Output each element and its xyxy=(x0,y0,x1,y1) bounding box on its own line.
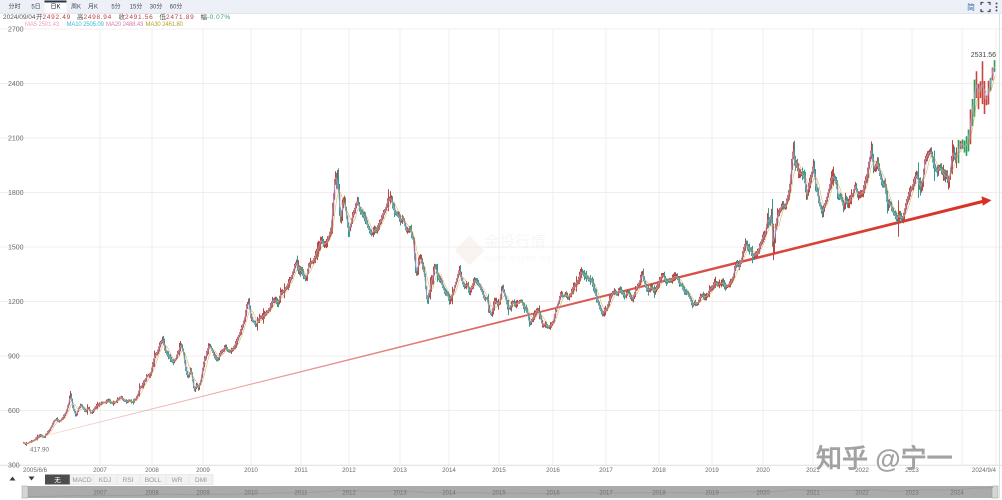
svg-text:1200: 1200 xyxy=(8,299,24,306)
svg-text:2024/09/04: 2024/09/04 xyxy=(3,14,36,21)
svg-text:1800: 1800 xyxy=(8,190,24,197)
svg-text:金投行情: 金投行情 xyxy=(484,233,546,251)
svg-text:MA10 2505.09: MA10 2505.09 xyxy=(67,22,105,28)
svg-text:2009: 2009 xyxy=(196,467,210,474)
svg-text:周K: 周K xyxy=(71,4,81,11)
svg-text:2008: 2008 xyxy=(145,467,159,474)
svg-text:2021: 2021 xyxy=(806,491,820,497)
svg-text:MA30 2461.80: MA30 2461.80 xyxy=(146,22,184,28)
svg-text:KDJ: KDJ xyxy=(99,477,111,484)
svg-text:2015: 2015 xyxy=(492,491,506,497)
svg-text:417.90: 417.90 xyxy=(30,447,49,454)
svg-text:2531.56: 2531.56 xyxy=(971,52,996,59)
svg-text:MA20 2488.43: MA20 2488.43 xyxy=(106,22,144,28)
svg-text:MACD: MACD xyxy=(72,477,91,484)
svg-text:5分: 5分 xyxy=(111,3,120,11)
svg-text:日K: 日K xyxy=(50,4,60,11)
svg-text:2012: 2012 xyxy=(342,491,356,497)
svg-text:收: 收 xyxy=(119,12,126,21)
svg-text:900: 900 xyxy=(8,354,20,361)
svg-text:2019: 2019 xyxy=(705,491,719,497)
svg-text:2018: 2018 xyxy=(652,467,666,474)
svg-text:2020: 2020 xyxy=(756,467,770,474)
svg-text:知乎 @宁一: 知乎 @宁一 xyxy=(816,444,953,474)
svg-text:60分: 60分 xyxy=(170,3,183,11)
svg-text:2007: 2007 xyxy=(93,491,107,497)
svg-text:2011: 2011 xyxy=(294,467,308,474)
svg-text:开: 开 xyxy=(36,13,43,21)
svg-text:2016: 2016 xyxy=(546,491,560,497)
svg-text:2700: 2700 xyxy=(8,27,24,34)
svg-text:无: 无 xyxy=(54,476,61,484)
svg-text:2017: 2017 xyxy=(599,491,613,497)
svg-text:-0.07%: -0.07% xyxy=(207,14,231,21)
svg-text:2016: 2016 xyxy=(546,467,560,474)
svg-text:30分: 30分 xyxy=(150,3,163,11)
svg-text:幅: 幅 xyxy=(201,12,208,21)
svg-text:MA5 2501.43: MA5 2501.43 xyxy=(25,22,60,28)
svg-text:低: 低 xyxy=(160,12,167,21)
svg-text:RSI: RSI xyxy=(123,477,134,484)
svg-text:300: 300 xyxy=(8,463,20,470)
svg-text:简: 简 xyxy=(967,2,975,12)
svg-text:2005/6/6: 2005/6/6 xyxy=(23,467,48,474)
svg-text:5日: 5日 xyxy=(31,4,40,11)
svg-text:2023: 2023 xyxy=(905,467,919,474)
svg-text:2011: 2011 xyxy=(295,491,309,497)
svg-text:2400: 2400 xyxy=(8,81,24,88)
svg-text:WR: WR xyxy=(172,477,183,484)
svg-text:2013: 2013 xyxy=(393,491,407,497)
svg-text:quote.cngold.org: quote.cngold.org xyxy=(484,253,551,263)
svg-text:2100: 2100 xyxy=(8,136,24,143)
svg-text:2014: 2014 xyxy=(442,491,456,497)
svg-text:2021: 2021 xyxy=(806,467,820,474)
svg-text:2015: 2015 xyxy=(492,467,506,474)
svg-text:2471.89: 2471.89 xyxy=(166,14,194,21)
svg-text:高: 高 xyxy=(77,12,84,21)
svg-text:2018: 2018 xyxy=(652,491,666,497)
svg-text:分时: 分时 xyxy=(8,3,20,11)
svg-text:2012: 2012 xyxy=(342,467,356,474)
svg-text:2010: 2010 xyxy=(244,491,258,497)
svg-text:DMI: DMI xyxy=(195,477,207,484)
svg-text:月K: 月K xyxy=(88,4,98,11)
svg-text:2023: 2023 xyxy=(905,491,919,497)
svg-text:2009: 2009 xyxy=(196,491,210,497)
svg-text:BOLL: BOLL xyxy=(145,477,162,484)
svg-text:2010: 2010 xyxy=(244,467,258,474)
svg-text:2017: 2017 xyxy=(599,467,613,474)
svg-text:1500: 1500 xyxy=(8,245,24,252)
svg-text:2008: 2008 xyxy=(145,491,159,497)
svg-text:2491.56: 2491.56 xyxy=(125,14,153,21)
svg-text:2024/9/4: 2024/9/4 xyxy=(972,467,997,474)
svg-text:2492.49: 2492.49 xyxy=(43,14,71,21)
svg-text:2024: 2024 xyxy=(950,491,964,497)
svg-text:2019: 2019 xyxy=(705,467,719,474)
svg-text:2020: 2020 xyxy=(756,491,770,497)
svg-text:2013: 2013 xyxy=(393,467,407,474)
svg-text:2022: 2022 xyxy=(855,467,869,474)
svg-text:15分: 15分 xyxy=(130,3,143,11)
svg-text:2007: 2007 xyxy=(93,467,107,474)
svg-text:2022: 2022 xyxy=(855,491,869,497)
svg-text:2498.94: 2498.94 xyxy=(84,14,112,21)
svg-text:2014: 2014 xyxy=(442,467,456,474)
svg-text:600: 600 xyxy=(8,408,20,415)
